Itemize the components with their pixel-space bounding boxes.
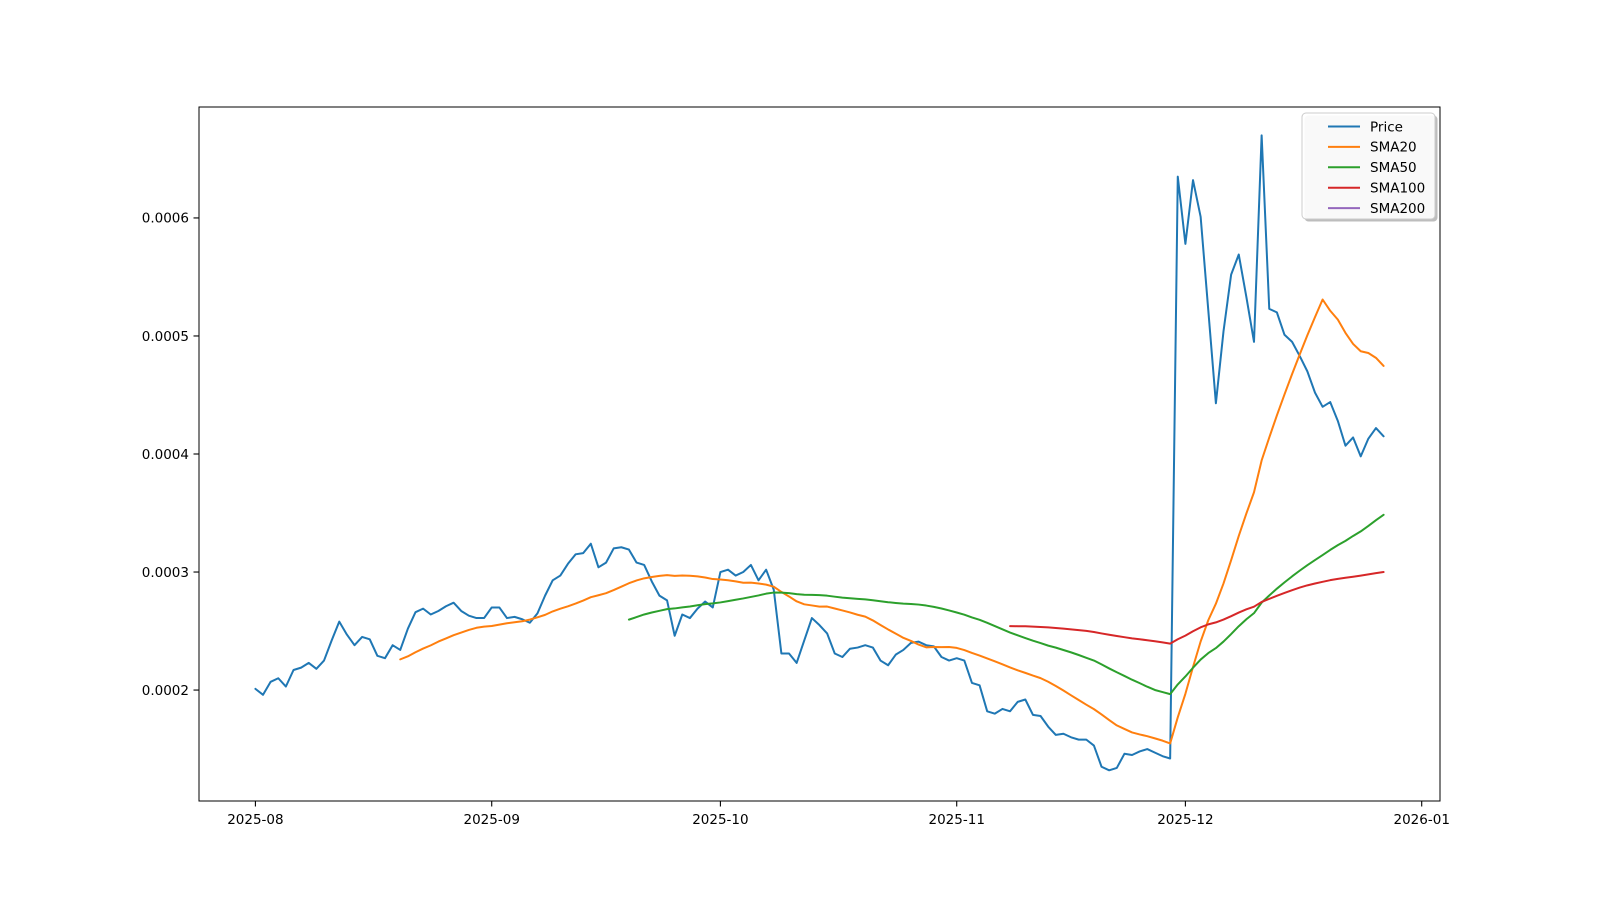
x-tick-label: 2025-08 xyxy=(227,812,283,828)
legend-label: SMA50 xyxy=(1370,160,1417,176)
x-tick-label: 2025-10 xyxy=(692,812,748,828)
sma20-line xyxy=(399,298,1385,745)
legend-entry-sma200: SMA200 xyxy=(1328,201,1425,217)
x-tick-label: 2025-12 xyxy=(1157,812,1213,828)
y-tick-label: 0.0006 xyxy=(142,211,189,227)
legend-label: SMA100 xyxy=(1370,181,1425,197)
legend-frame xyxy=(1301,112,1436,220)
x-tick-label: 2025-09 xyxy=(464,812,520,828)
x-tick-label: 2025-11 xyxy=(929,812,985,828)
sma100-line xyxy=(1009,571,1385,645)
legend-entry-price: Price xyxy=(1328,119,1403,135)
y-tick-label: 0.0004 xyxy=(142,447,189,463)
x-tick-label: 2026-01 xyxy=(1394,812,1450,828)
legend-label: SMA200 xyxy=(1370,201,1425,217)
sma50-line xyxy=(627,513,1385,696)
legend-entry-sma50: SMA50 xyxy=(1328,160,1417,176)
y-tick-label: 0.0005 xyxy=(142,329,189,345)
y-tick-label: 0.0002 xyxy=(142,683,189,699)
legend-label: Price xyxy=(1370,119,1403,135)
y-tick-label: 0.0003 xyxy=(142,565,189,581)
axes-spines xyxy=(198,106,1441,802)
legend-entry-sma100: SMA100 xyxy=(1328,181,1425,197)
price-line xyxy=(254,134,1385,772)
legend-entry-sma20: SMA20 xyxy=(1328,140,1417,156)
legend: Price SMA20 SMA50 SMA100 SMA200 xyxy=(1301,112,1438,222)
legend-label: SMA20 xyxy=(1370,140,1417,156)
